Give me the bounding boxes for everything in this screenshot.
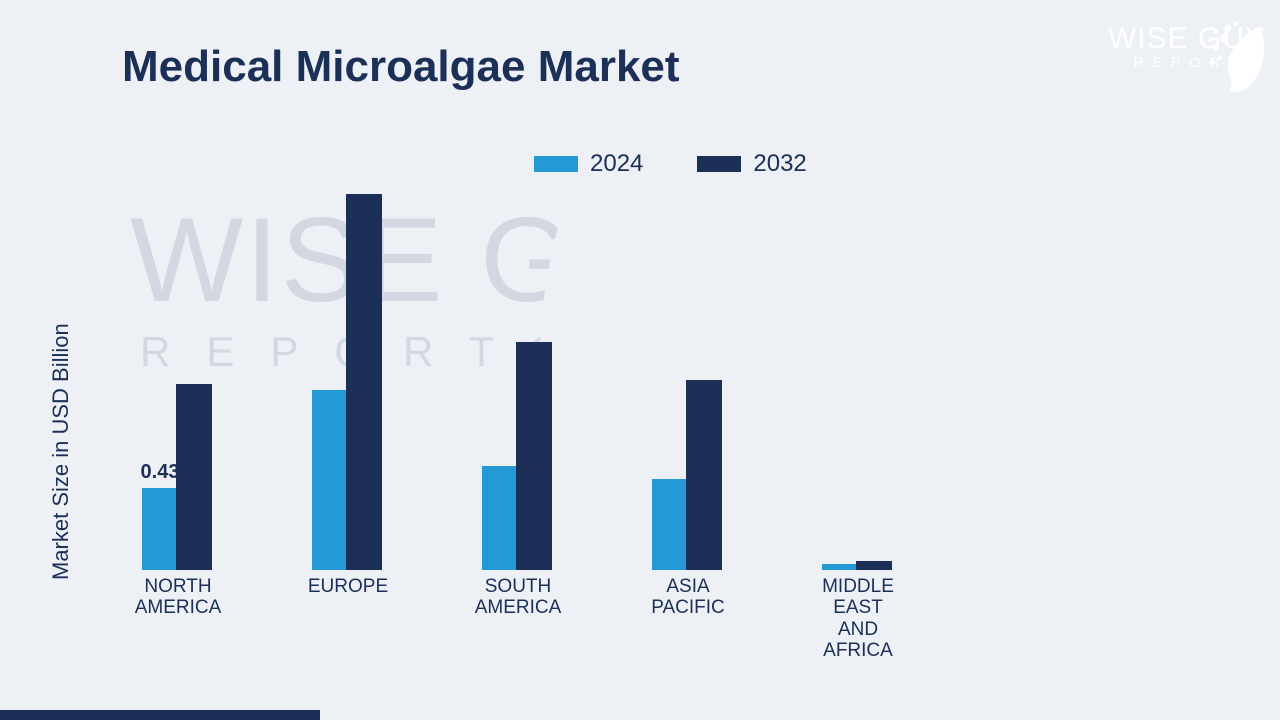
bar-y2032	[856, 561, 892, 571]
footer-accent-bar	[0, 710, 320, 720]
legend-item-2024: 2024	[534, 150, 643, 178]
category-label: ASIAPACIFIC	[623, 576, 753, 619]
legend-label-2024: 2024	[590, 150, 643, 178]
bar-y2032	[346, 194, 382, 570]
bar-y2024	[482, 466, 518, 571]
legend-item-2032: 2032	[697, 150, 806, 178]
chart: Market Size in USD Billion 2024 2032 0.4…	[54, 150, 954, 690]
category-label: SOUTHAMERICA	[453, 576, 583, 619]
bar-y2024	[652, 479, 688, 570]
legend-label-2032: 2032	[753, 150, 806, 178]
category-label: EUROPE	[283, 576, 413, 597]
page: WISE GUY REPORTS WISE GUY REPORTS Medica…	[0, 0, 1280, 720]
page-title: Medical Microalgae Market	[122, 42, 680, 92]
bar-y2024	[822, 564, 858, 570]
legend-swatch-2024	[534, 156, 578, 172]
value-label: 0.43	[141, 461, 180, 484]
bar-y2032	[686, 380, 722, 570]
bar-y2032	[516, 342, 552, 570]
bar-y2024	[142, 488, 178, 570]
legend-swatch-2032	[697, 156, 741, 172]
y-axis-label: Market Size in USD Billion	[48, 323, 74, 580]
legend: 2024 2032	[534, 150, 807, 178]
brand-logo: WISE GUY REPORTS	[1108, 22, 1266, 70]
category-label: MIDDLEEASTANDAFRICA	[793, 576, 923, 661]
bar-y2024	[312, 390, 348, 571]
brand-head-icon	[1206, 18, 1268, 98]
category-label: NORTHAMERICA	[113, 576, 243, 619]
bar-y2032	[176, 384, 212, 570]
plot-area: 0.43	[114, 190, 944, 570]
